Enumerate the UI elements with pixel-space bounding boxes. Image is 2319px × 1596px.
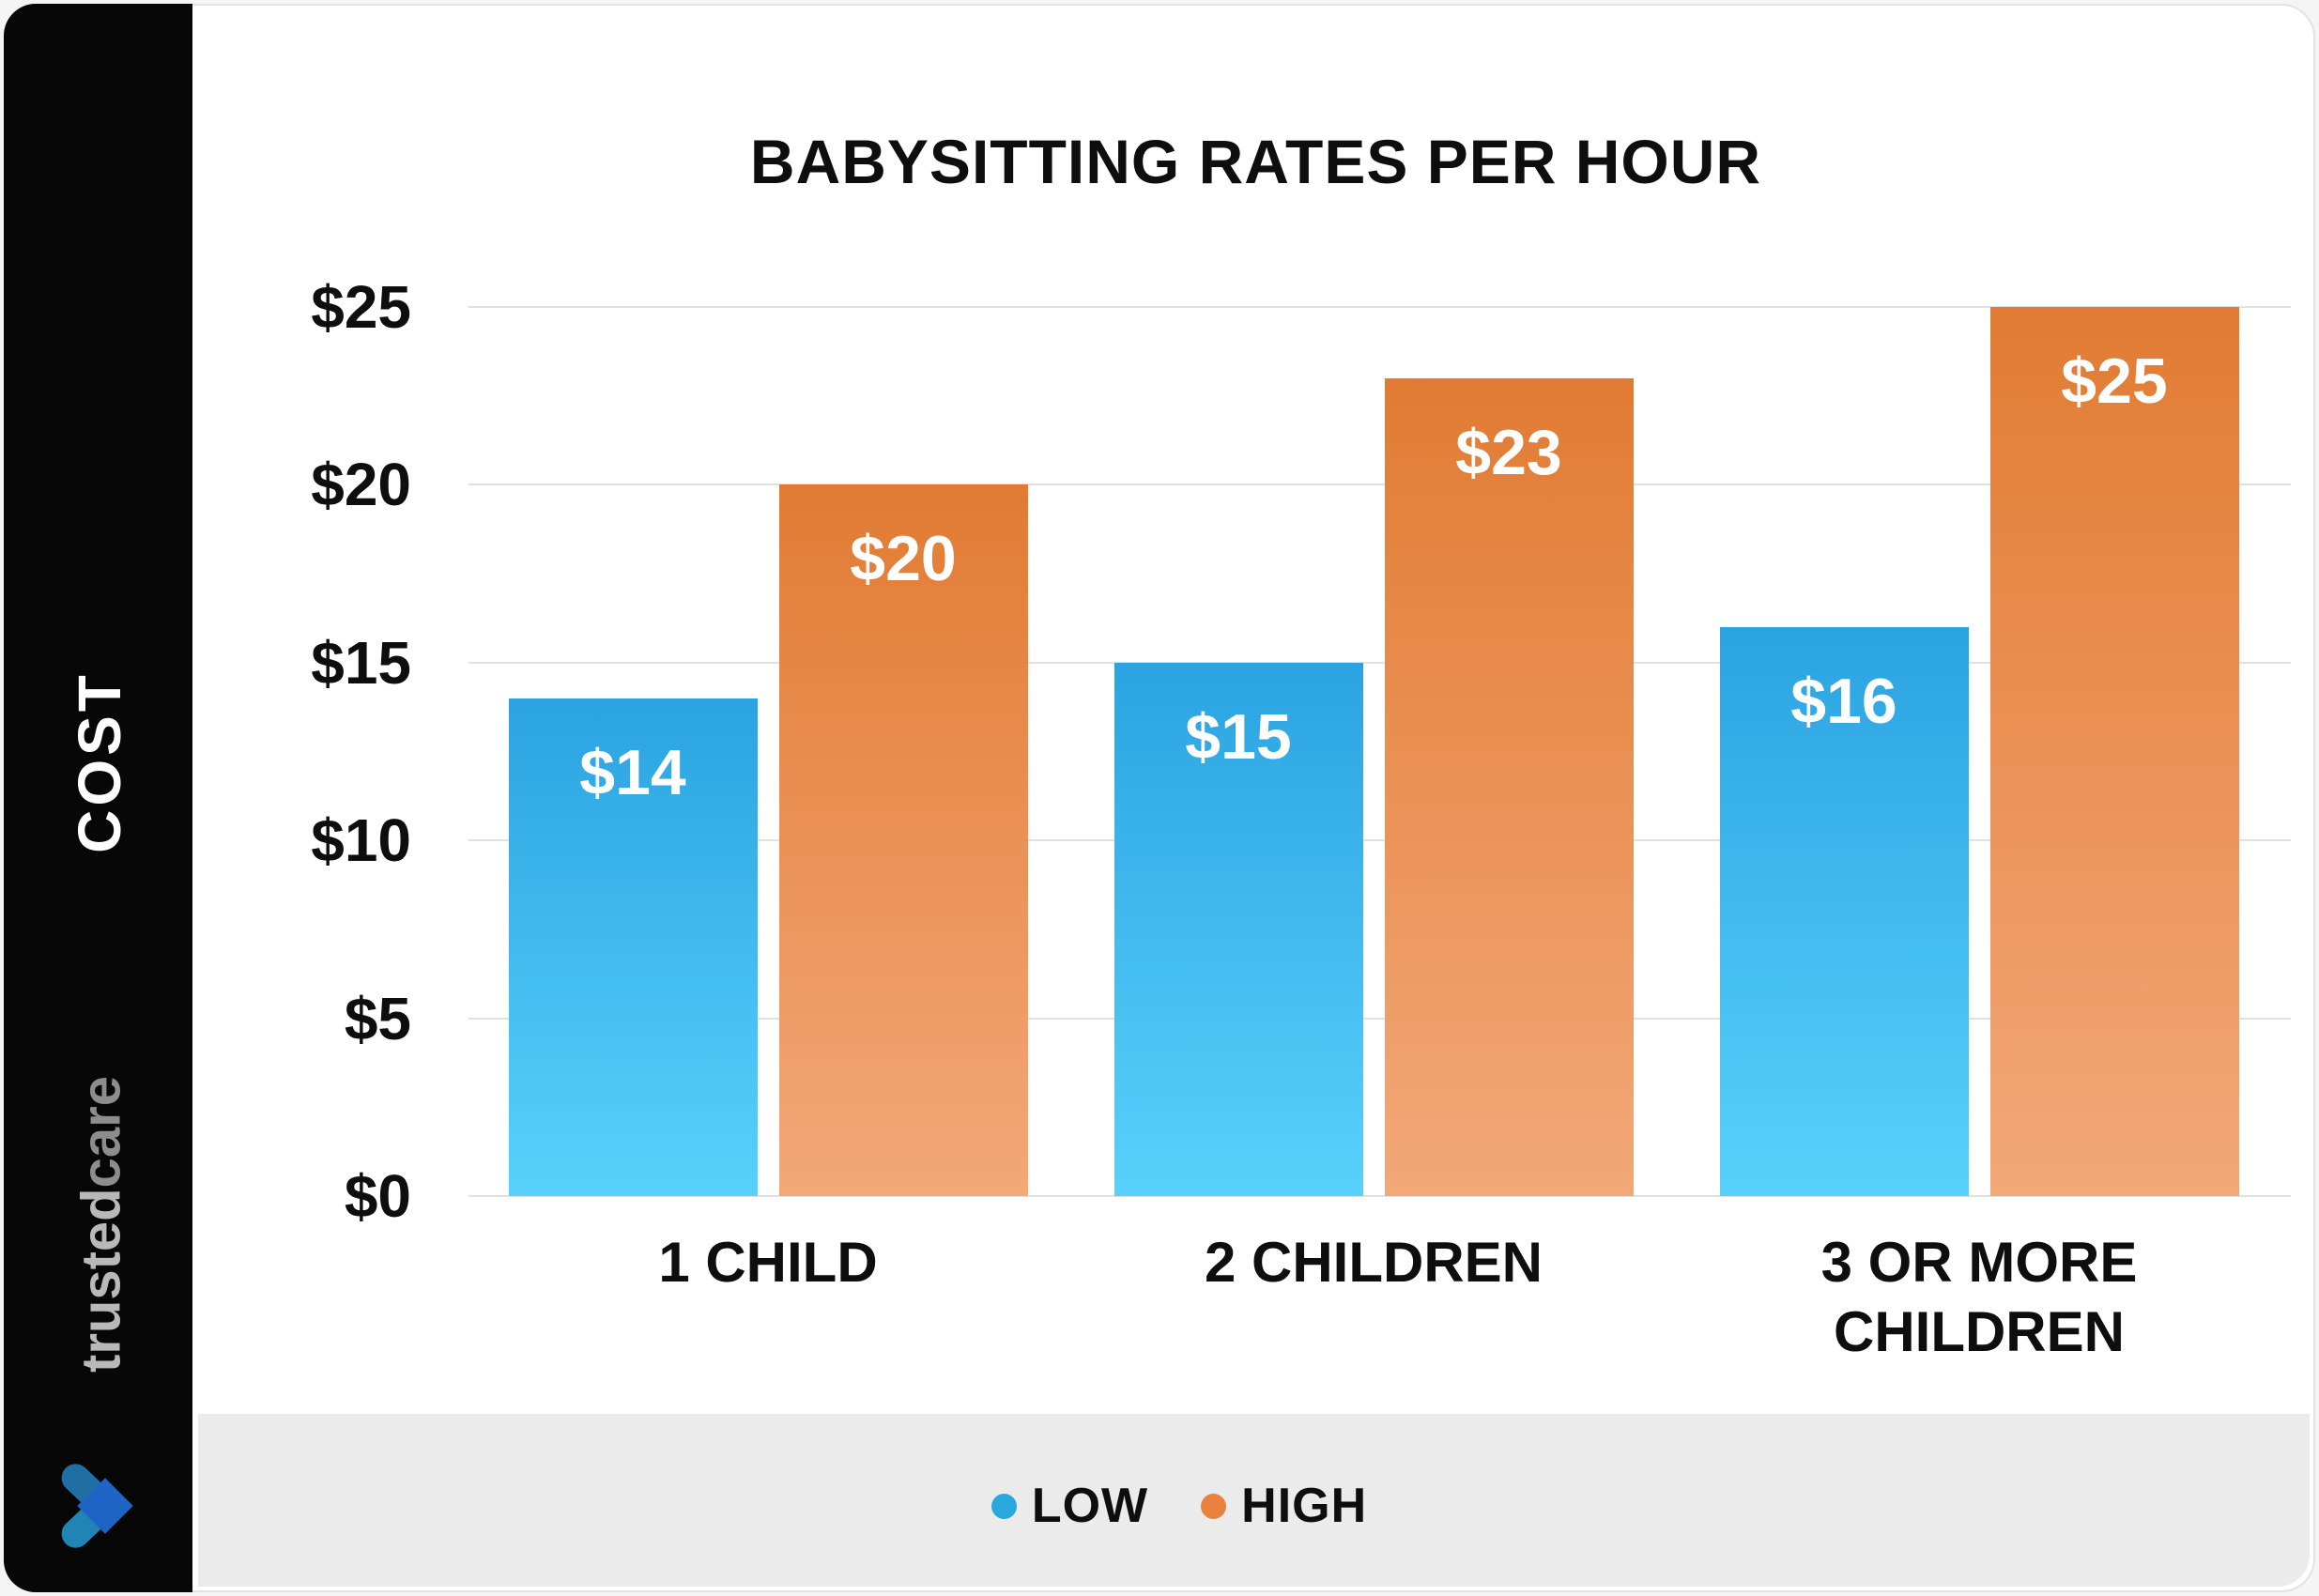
bar-value-label: $16 [1790,665,1897,737]
x-axis-category-label: 2 CHILDREN [1204,1231,1543,1294]
grid-line [468,661,2291,664]
chart-card: BABYSITTING RATES PER HOUR $25 $20 $15 $10 $… [4,4,2315,1592]
legend-label: HIGH [1241,1479,1368,1533]
bar-value-label: $14 [579,736,686,808]
grid-line [468,1017,2291,1020]
bar-value-label: $20 [850,523,957,595]
legend: LOW HIGH [198,1466,2160,1545]
bar-low-3: $16 [1719,626,1969,1196]
legend-item-high: HIGH [1201,1478,1367,1534]
legend-dot-high [1201,1493,1227,1519]
bar-value-label: $25 [2061,345,2168,417]
y-axis-tick-label: $0 [344,1162,411,1230]
x-axis-category-label: 1 CHILD [658,1231,878,1294]
brand-wordmark-trusted: trusted [70,1188,132,1373]
legend-item-low: LOW [991,1478,1148,1534]
legend-label: LOW [1031,1479,1149,1533]
brand-heart-logo-icon [61,1464,133,1548]
plot-area: $25 $20 $15 $10 $5 $0 $14 $15 $16 $20 $23 $25 1 CHIL… [6,6,2313,1590]
y-axis-tick-label: $5 [344,984,411,1052]
sidebar: COST trustedcare [4,4,192,1592]
bar-value-label: $15 [1185,700,1292,773]
bar-low-1: $14 [508,698,758,1196]
legend-band [198,1414,2310,1587]
bar-low-2: $15 [1113,662,1363,1196]
bar-high-3: $25 [1989,307,2239,1196]
bar-value-label: $23 [1455,416,1562,488]
bar-high-2: $23 [1384,377,1634,1196]
grid-line [468,483,2291,486]
chart-title: BABYSITTING RATES PER HOUR [749,127,1762,196]
y-axis-tick-label: $25 [311,273,411,341]
legend-dot-low [991,1493,1017,1519]
y-axis-tick-label: $15 [311,628,411,697]
grid-line [468,839,2291,842]
x-axis-category-label: 3 OR MORE CHILDREN [1820,1231,2138,1363]
y-axis-title: COST [66,671,133,853]
bar-high-1: $20 [778,484,1028,1196]
grid-line [468,1195,2291,1197]
y-axis-tick-label: $10 [311,806,411,875]
brand-wordmark-care: care [70,1076,132,1189]
grid-line [468,306,2291,308]
y-axis-tick-label: $20 [311,451,411,519]
brand-wordmark: trustedcare [70,1076,133,1373]
